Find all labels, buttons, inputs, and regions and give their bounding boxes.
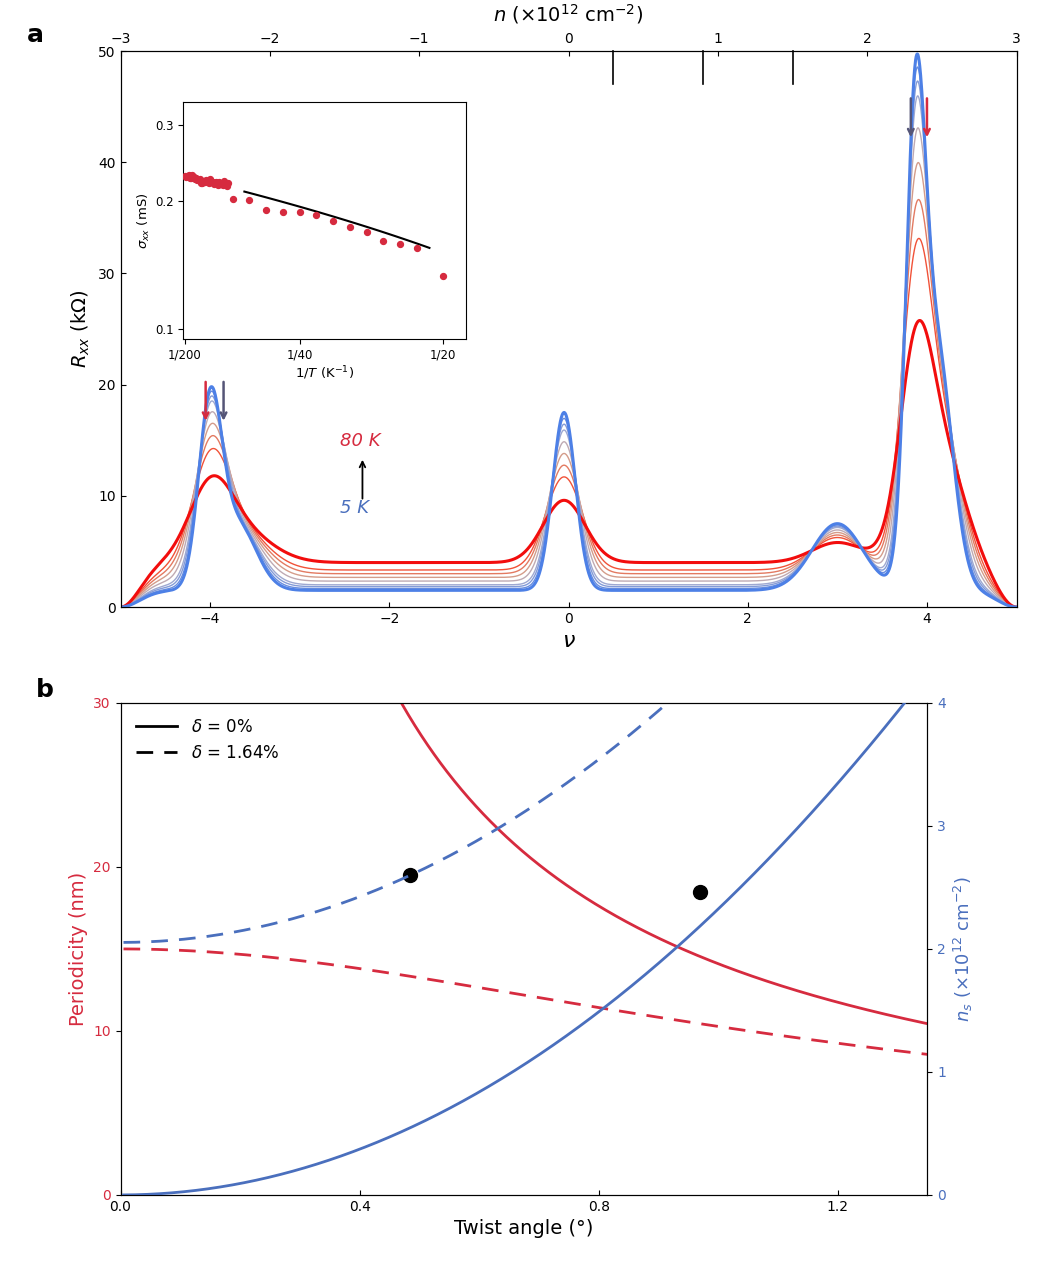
X-axis label: $1/T$ (K$^{-1}$): $1/T$ (K$^{-1}$) (296, 364, 354, 382)
Point (435, 266, 452, 286)
Point (201, 169, 218, 189)
Point (176, 165, 193, 185)
Y-axis label: Periodicity (nm): Periodicity (nm) (68, 872, 88, 1026)
Point (178, 166, 195, 187)
Point (189, 169, 205, 189)
Point (182, 167, 199, 188)
Point (241, 189, 258, 210)
Point (692, 882, 708, 902)
Point (392, 234, 409, 254)
Point (275, 202, 291, 222)
X-axis label: Twist angle (°): Twist angle (°) (455, 1219, 593, 1238)
Point (205, 174, 222, 194)
Point (291, 202, 308, 222)
Point (218, 176, 235, 197)
Point (217, 174, 234, 194)
Point (409, 238, 425, 258)
Text: 80 K: 80 K (340, 432, 380, 450)
Point (258, 199, 275, 220)
Legend: $\delta$ = 0%, $\delta$ = 1.64%: $\delta$ = 0%, $\delta$ = 1.64% (129, 712, 286, 769)
Y-axis label: $\sigma_{xx}$ (mS): $\sigma_{xx}$ (mS) (136, 192, 152, 249)
X-axis label: $\nu$: $\nu$ (562, 631, 575, 652)
Y-axis label: $R_{xx}$ (kΩ): $R_{xx}$ (kΩ) (70, 290, 92, 368)
Point (191, 170, 208, 190)
Point (204, 171, 221, 192)
Point (198, 170, 215, 190)
Point (185, 166, 202, 187)
Point (184, 165, 201, 185)
Point (213, 174, 230, 194)
Point (215, 175, 232, 196)
Point (181, 167, 198, 188)
Point (200, 173, 217, 193)
Point (199, 173, 216, 193)
Point (188, 167, 204, 188)
Point (209, 173, 225, 193)
Point (219, 173, 236, 193)
Point (224, 189, 241, 210)
Point (193, 173, 210, 193)
Point (192, 169, 209, 189)
Point (203, 171, 220, 192)
Point (194, 173, 211, 193)
Point (325, 211, 342, 231)
Point (358, 222, 375, 243)
Point (197, 171, 214, 192)
X-axis label: $n$ (×10$^{12}$ cm$^{-2}$): $n$ (×10$^{12}$ cm$^{-2}$) (494, 3, 643, 26)
Text: 5 K: 5 K (340, 498, 369, 516)
Point (210, 174, 226, 194)
Point (402, 865, 419, 886)
Point (308, 204, 325, 225)
Point (216, 170, 233, 190)
Point (187, 169, 203, 189)
Text: b: b (36, 679, 53, 703)
Point (375, 231, 392, 252)
Point (211, 173, 227, 193)
Point (212, 174, 228, 194)
Y-axis label: $n_s$ (×10$^{12}$ cm$^{-2}$): $n_s$ (×10$^{12}$ cm$^{-2}$) (952, 875, 975, 1022)
Point (195, 171, 212, 192)
Point (180, 165, 197, 185)
Point (179, 166, 196, 187)
Text: a: a (26, 23, 43, 47)
Point (342, 217, 358, 238)
Point (206, 173, 223, 193)
